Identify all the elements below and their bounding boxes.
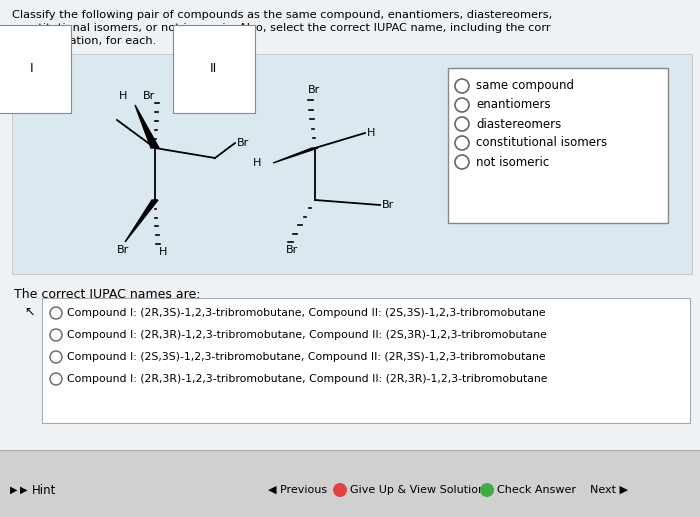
Polygon shape bbox=[273, 148, 318, 163]
Text: Hint: Hint bbox=[32, 483, 57, 496]
Text: Br: Br bbox=[237, 138, 249, 148]
Text: II: II bbox=[210, 62, 217, 75]
Text: Compound I: (2S,3S)-1,2,3-tribromobutane, Compound II: (2R,3S)-1,2,3-tribromobut: Compound I: (2S,3S)-1,2,3-tribromobutane… bbox=[67, 352, 545, 362]
Text: I: I bbox=[30, 62, 34, 75]
Circle shape bbox=[333, 483, 347, 497]
FancyBboxPatch shape bbox=[448, 68, 668, 223]
Polygon shape bbox=[135, 105, 159, 148]
Text: ▶: ▶ bbox=[20, 485, 27, 495]
Text: Br: Br bbox=[117, 245, 130, 255]
Text: Br: Br bbox=[308, 85, 321, 95]
FancyBboxPatch shape bbox=[0, 0, 700, 470]
Text: H: H bbox=[253, 158, 261, 168]
Text: Compound I: (2R,3S)-1,2,3-tribromobutane, Compound II: (2S,3S)-1,2,3-tribromobut: Compound I: (2R,3S)-1,2,3-tribromobutane… bbox=[67, 308, 545, 318]
Text: The correct IUPAC names are:: The correct IUPAC names are: bbox=[14, 288, 200, 301]
Text: Check Answer: Check Answer bbox=[497, 485, 576, 495]
FancyBboxPatch shape bbox=[0, 450, 700, 517]
FancyBboxPatch shape bbox=[12, 54, 692, 274]
Text: Br: Br bbox=[143, 91, 155, 101]
Text: diastereomers: diastereomers bbox=[476, 117, 561, 130]
Text: not isomeric: not isomeric bbox=[476, 156, 550, 169]
Text: Give Up & View Solution: Give Up & View Solution bbox=[350, 485, 485, 495]
Text: enantiomers: enantiomers bbox=[476, 99, 551, 112]
Text: Compound I: (2R,3R)-1,2,3-tribromobutane, Compound II: (2S,3R)-1,2,3-tribromobut: Compound I: (2R,3R)-1,2,3-tribromobutane… bbox=[67, 330, 547, 340]
Text: (S) designation, for each.: (S) designation, for each. bbox=[12, 36, 156, 46]
Text: ↖: ↖ bbox=[24, 306, 34, 318]
Text: constitutional isomers, or not isomeric. Also, select the correct IUPAC name, in: constitutional isomers, or not isomeric.… bbox=[12, 23, 551, 33]
Text: Br: Br bbox=[382, 200, 394, 210]
FancyBboxPatch shape bbox=[42, 298, 690, 423]
Polygon shape bbox=[125, 200, 158, 242]
Text: constitutional isomers: constitutional isomers bbox=[476, 136, 607, 149]
Text: same compound: same compound bbox=[476, 80, 574, 93]
Text: H: H bbox=[159, 247, 167, 257]
Text: ▶: ▶ bbox=[10, 485, 18, 495]
Text: Br: Br bbox=[286, 245, 298, 255]
Circle shape bbox=[480, 483, 494, 497]
Text: Next ▶: Next ▶ bbox=[590, 485, 628, 495]
Text: ◀ Previous: ◀ Previous bbox=[268, 485, 327, 495]
Text: H: H bbox=[367, 128, 375, 138]
Text: Compound I: (2R,3R)-1,2,3-tribromobutane, Compound II: (2R,3R)-1,2,3-tribromobut: Compound I: (2R,3R)-1,2,3-tribromobutane… bbox=[67, 374, 547, 384]
Text: H: H bbox=[118, 91, 127, 101]
Text: Classify the following pair of compounds as the same compound, enantiomers, dias: Classify the following pair of compounds… bbox=[12, 10, 552, 20]
